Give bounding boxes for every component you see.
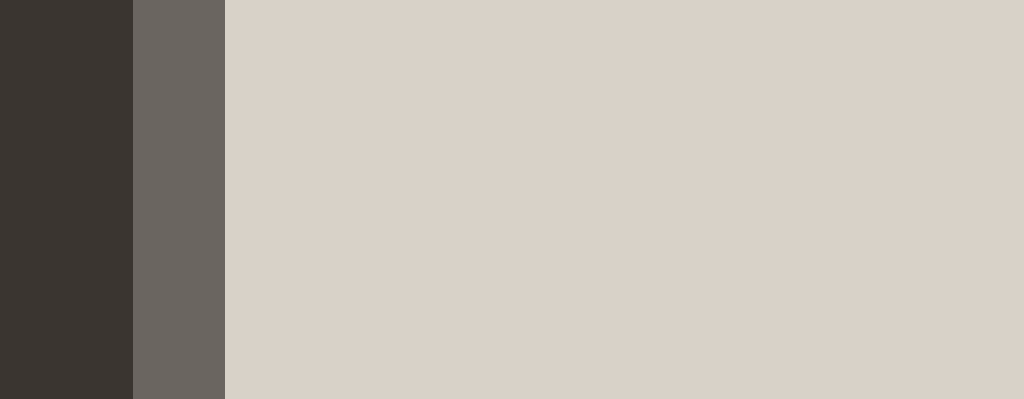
Text: 4 ohm: 4 ohm	[305, 211, 340, 221]
Polygon shape	[225, 0, 1024, 399]
Text: 1 ohm: 1 ohm	[476, 98, 507, 108]
Text: 7 ohm: 7 ohm	[495, 343, 529, 353]
Text: B: B	[901, 167, 909, 180]
Text: Figure 2: Figure 2	[504, 377, 561, 391]
Text: 6 ohm: 6 ohm	[717, 194, 748, 203]
Text: 2 ohm: 2 ohm	[476, 192, 507, 201]
Polygon shape	[133, 0, 225, 399]
Text: 3.  Calculate the resistance between the terminals A and B.: 3. Calculate the resistance between the …	[315, 12, 811, 30]
Text: 3 ohm: 3 ohm	[476, 249, 507, 259]
Polygon shape	[0, 0, 133, 399]
Text: 5 ohm: 5 ohm	[717, 103, 748, 113]
Text: A: A	[191, 167, 200, 180]
